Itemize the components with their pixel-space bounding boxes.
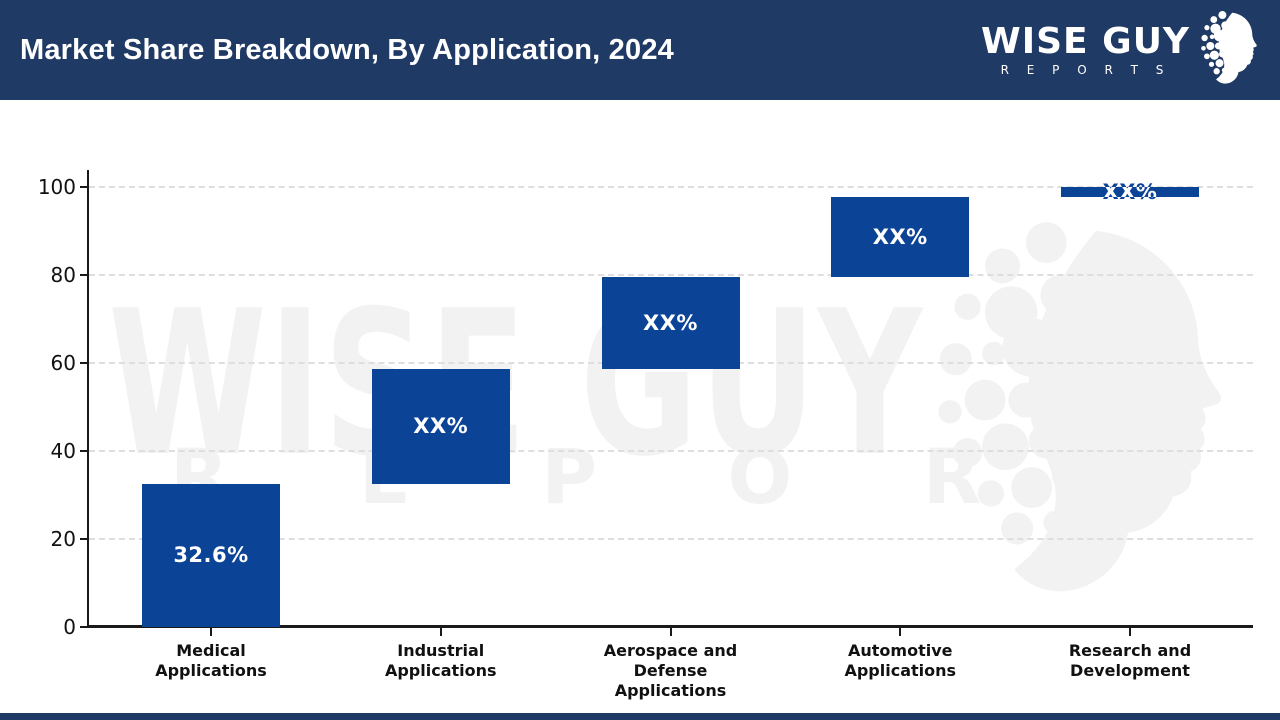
watermark-brand-name: WISE GUY — [108, 268, 924, 501]
y-tick-mark — [80, 274, 88, 276]
y-tick-mark — [80, 450, 88, 452]
x-tick-mark — [669, 628, 672, 636]
brand-name: WISE GUY — [980, 21, 1190, 62]
bar-value-label: 32.6% — [173, 543, 249, 568]
gridline-40 — [89, 450, 1253, 452]
y-tick-mark — [80, 362, 88, 364]
x-axis-line — [87, 625, 1253, 628]
bar-4: XX% — [831, 197, 970, 278]
bar-5: XX% — [1061, 187, 1199, 198]
bar-value-label: XX% — [872, 225, 928, 250]
x-category-label: Medical Applications — [155, 641, 267, 680]
y-tick-mark — [80, 538, 88, 540]
bar-2: XX% — [371, 369, 510, 484]
y-tick-mark — [80, 626, 88, 628]
gridline-20 — [89, 538, 1253, 540]
y-tick-label: 100 — [37, 175, 76, 199]
x-tick-mark — [210, 628, 212, 636]
gridline-80 — [89, 274, 1253, 276]
brand-text: WISE GUY R E P O R T S — [980, 21, 1190, 78]
y-tick-label: 80 — [50, 263, 76, 287]
y-tick-label: 0 — [63, 615, 76, 639]
brand-subtitle: R E P O R T S — [1000, 63, 1171, 77]
wise-guy-head-icon — [1201, 11, 1257, 84]
brand-logo: WISE GUY R E P O R T S — [981, 7, 1270, 93]
bar-3: XX% — [601, 277, 740, 370]
watermark-brand-sub: R E P O R T S — [170, 432, 1280, 521]
y-tick-label: 20 — [50, 527, 76, 551]
footer-bar — [0, 713, 1280, 720]
bar-value-label: XX% — [643, 311, 698, 336]
bar-1: 32.6% — [142, 483, 280, 627]
y-axis-line — [87, 170, 89, 628]
x-category-label: Aerospace and Defense Applications — [603, 641, 738, 700]
x-category-label: Research and Development — [1068, 641, 1192, 680]
x-category-label: Automotive Applications — [844, 641, 957, 680]
y-tick-label: 60 — [50, 351, 76, 375]
bar-value-label: XX% — [413, 414, 469, 439]
x-tick-mark — [439, 628, 442, 636]
bar-value-label: XX% — [1061, 187, 1199, 197]
chart-title: Market Share Breakdown, By Application, … — [20, 33, 674, 66]
x-category-label: Industrial Applications — [384, 641, 497, 680]
x-tick-mark — [1129, 628, 1131, 636]
header-bar: Market Share Breakdown, By Application, … — [0, 0, 1280, 100]
y-tick-mark — [80, 186, 88, 188]
y-tick-label: 40 — [50, 439, 76, 463]
gridline-100 — [89, 186, 1253, 188]
x-tick-mark — [899, 628, 902, 636]
